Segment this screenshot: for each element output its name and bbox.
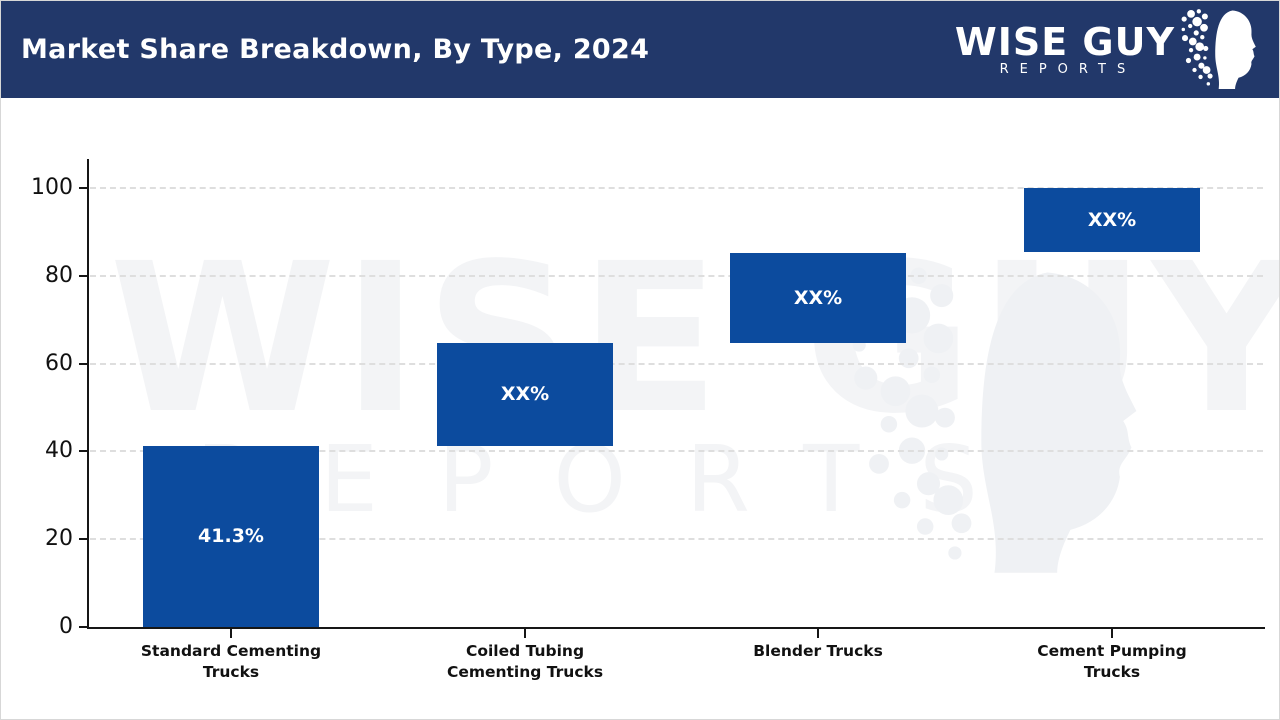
x-category-label: Coiled Tubing Cementing Trucks (375, 641, 675, 683)
y-tick-label: 40 (45, 438, 73, 464)
x-category-label-line: Trucks (202, 663, 260, 681)
bar-segment: XX% (730, 252, 906, 343)
y-gridline (90, 187, 1263, 189)
x-category-label: Standard Cementing Trucks (81, 641, 381, 683)
y-gridline (90, 538, 1263, 541)
x-category-label: Blender Trucks (668, 641, 968, 662)
y-tick-label: 100 (31, 175, 73, 200)
bar-segment: 41.3% (143, 445, 319, 627)
logo-wordmark: WISE GUY (954, 19, 1175, 64)
y-tick-label: 60 (45, 350, 73, 376)
y-tick-label: 80 (45, 262, 73, 288)
bar-value-label: XX% (500, 383, 550, 406)
logo-text: WISE GUY REPORTS (955, 23, 1175, 77)
y-tick-label: 20 (45, 526, 73, 552)
wiseguy-logo: WISE GUY REPORTS (955, 7, 1267, 93)
y-tick (79, 538, 88, 541)
x-category-label-line: Coiled Tubing (465, 642, 585, 660)
logo-subtitle: REPORTS (999, 61, 1137, 77)
x-axis-line (87, 627, 1265, 629)
x-tick (524, 629, 526, 638)
x-category-label-line: Cementing Trucks (446, 663, 604, 681)
x-tick (817, 629, 819, 638)
logo-face-profile-icon (1179, 7, 1267, 93)
x-category-label-line: Trucks (1083, 663, 1141, 681)
x-category-label-line: Cement Pumping (1037, 642, 1187, 660)
y-tick-label: 0 (59, 614, 73, 639)
bar-value-label: XX% (1087, 209, 1137, 232)
chart-header: Market Share Breakdown, By Type, 2024 WI… (1, 1, 1279, 98)
x-tick (230, 629, 232, 638)
y-tick (79, 362, 88, 365)
x-category-label-line: Blender Trucks (753, 642, 883, 660)
y-gridline (90, 450, 1263, 453)
y-gridline (90, 274, 1263, 277)
x-category-label: Cement Pumping Trucks (962, 641, 1262, 683)
page-title: Market Share Breakdown, By Type, 2024 (21, 34, 650, 65)
y-tick (79, 626, 88, 628)
x-category-label-line: Standard Cementing (140, 642, 322, 660)
y-tick (79, 187, 88, 189)
x-tick (1111, 629, 1113, 638)
y-axis-line (87, 159, 89, 629)
bar-value-label: 41.3% (198, 525, 264, 548)
bar-segment: XX% (1024, 188, 1200, 253)
bar-segment: XX% (437, 342, 613, 446)
y-tick (79, 450, 88, 453)
bar-value-label: XX% (793, 286, 843, 309)
y-gridline (90, 362, 1263, 365)
y-tick (79, 274, 88, 277)
